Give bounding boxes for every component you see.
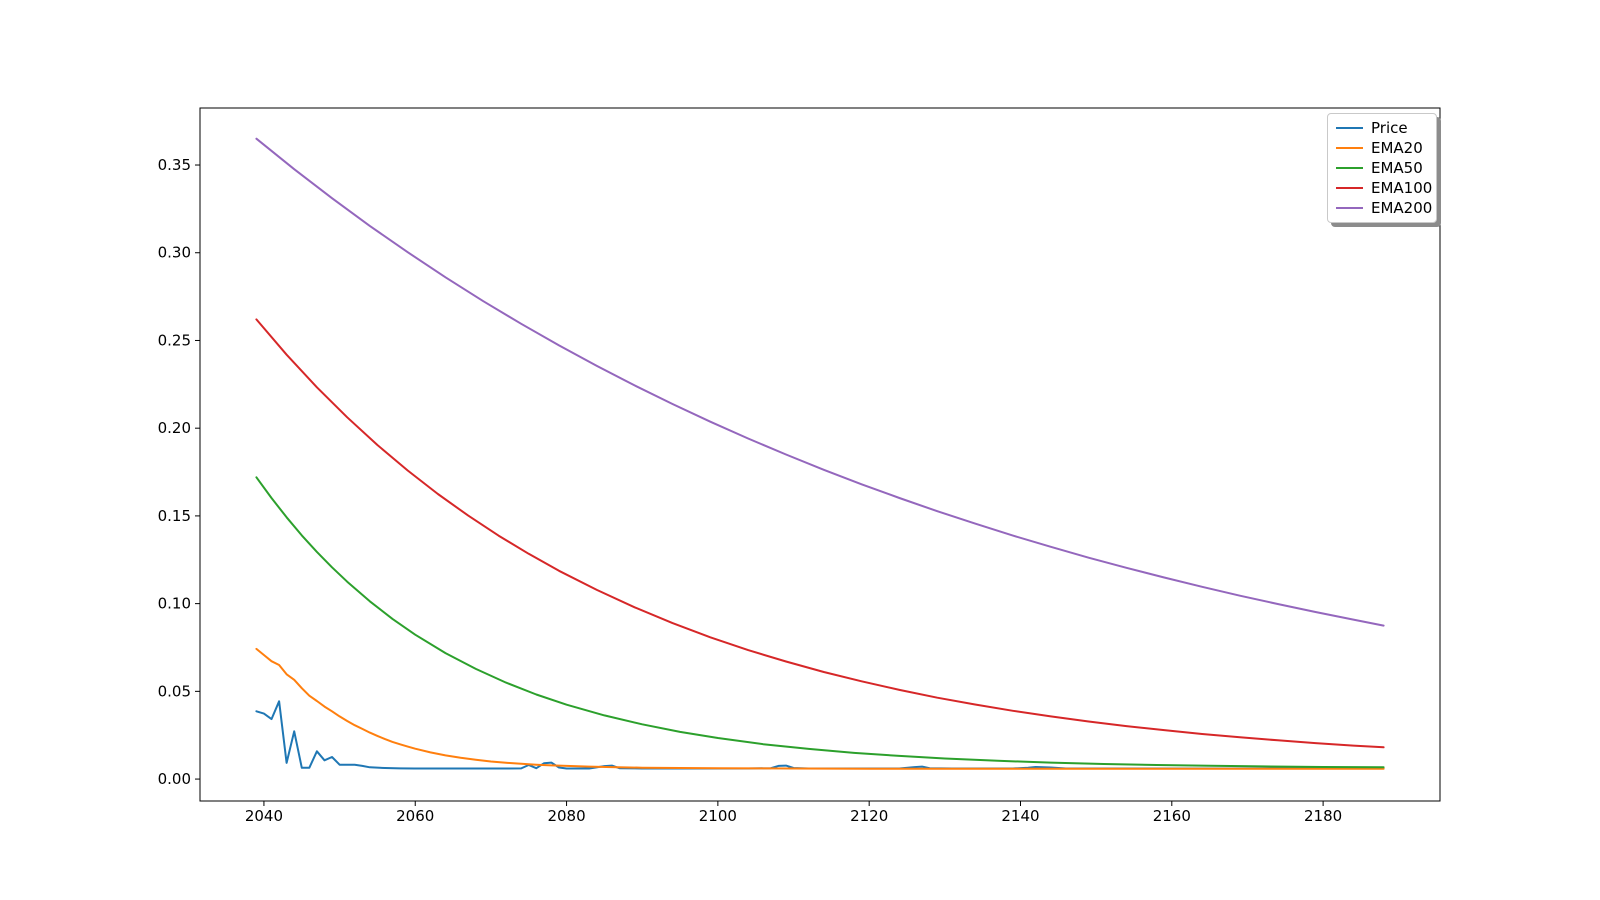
legend-item-price: Price xyxy=(1336,118,1428,138)
legend-label-ema200: EMA200 xyxy=(1371,199,1433,217)
x-tick-label: 2120 xyxy=(850,807,888,825)
series-line-ema100 xyxy=(255,318,1385,749)
x-tick-label: 2060 xyxy=(396,807,434,825)
y-tick-label: 0.30 xyxy=(158,244,191,262)
x-tick-label: 2100 xyxy=(699,807,737,825)
legend: Price EMA20 EMA50 EMA100 EMA200 xyxy=(1327,113,1437,223)
legend-item-ema200: EMA200 xyxy=(1336,198,1432,218)
series-line-ema20 xyxy=(255,647,1385,770)
legend-line-sample-ema200 xyxy=(1336,207,1363,209)
legend-line-sample-ema20 xyxy=(1336,147,1363,149)
plot-frame xyxy=(199,107,1441,802)
x-tick-label: 2180 xyxy=(1304,807,1342,825)
y-tick-label: 0.10 xyxy=(158,595,191,613)
y-tick-label: 0.05 xyxy=(158,682,191,700)
legend-item-ema50: EMA50 xyxy=(1336,158,1428,178)
series-line-ema50 xyxy=(255,476,1385,769)
legend-line-sample-price xyxy=(1336,127,1363,129)
x-tick-label: 2040 xyxy=(245,807,283,825)
y-tick-label: 0.35 xyxy=(158,156,191,174)
legend-line-sample-ema100 xyxy=(1336,187,1363,189)
x-tick-label: 2080 xyxy=(547,807,585,825)
series-line-ema200 xyxy=(255,137,1385,627)
x-tick-label: 2140 xyxy=(1001,807,1039,825)
y-tick-label: 0.25 xyxy=(158,331,191,349)
legend-label-price: Price xyxy=(1371,119,1408,137)
legend-label-ema20: EMA20 xyxy=(1371,139,1423,157)
y-tick-label: 0.15 xyxy=(158,507,191,525)
legend-line-sample-ema50 xyxy=(1336,167,1363,169)
legend-label-ema50: EMA50 xyxy=(1371,159,1423,177)
x-tick-label: 2160 xyxy=(1153,807,1191,825)
legend-item-ema100: EMA100 xyxy=(1336,178,1432,198)
y-tick-label: 0.00 xyxy=(158,770,191,788)
legend-label-ema100: EMA100 xyxy=(1371,179,1433,197)
legend-item-ema20: EMA20 xyxy=(1336,138,1428,158)
y-tick-label: 0.20 xyxy=(158,419,191,437)
